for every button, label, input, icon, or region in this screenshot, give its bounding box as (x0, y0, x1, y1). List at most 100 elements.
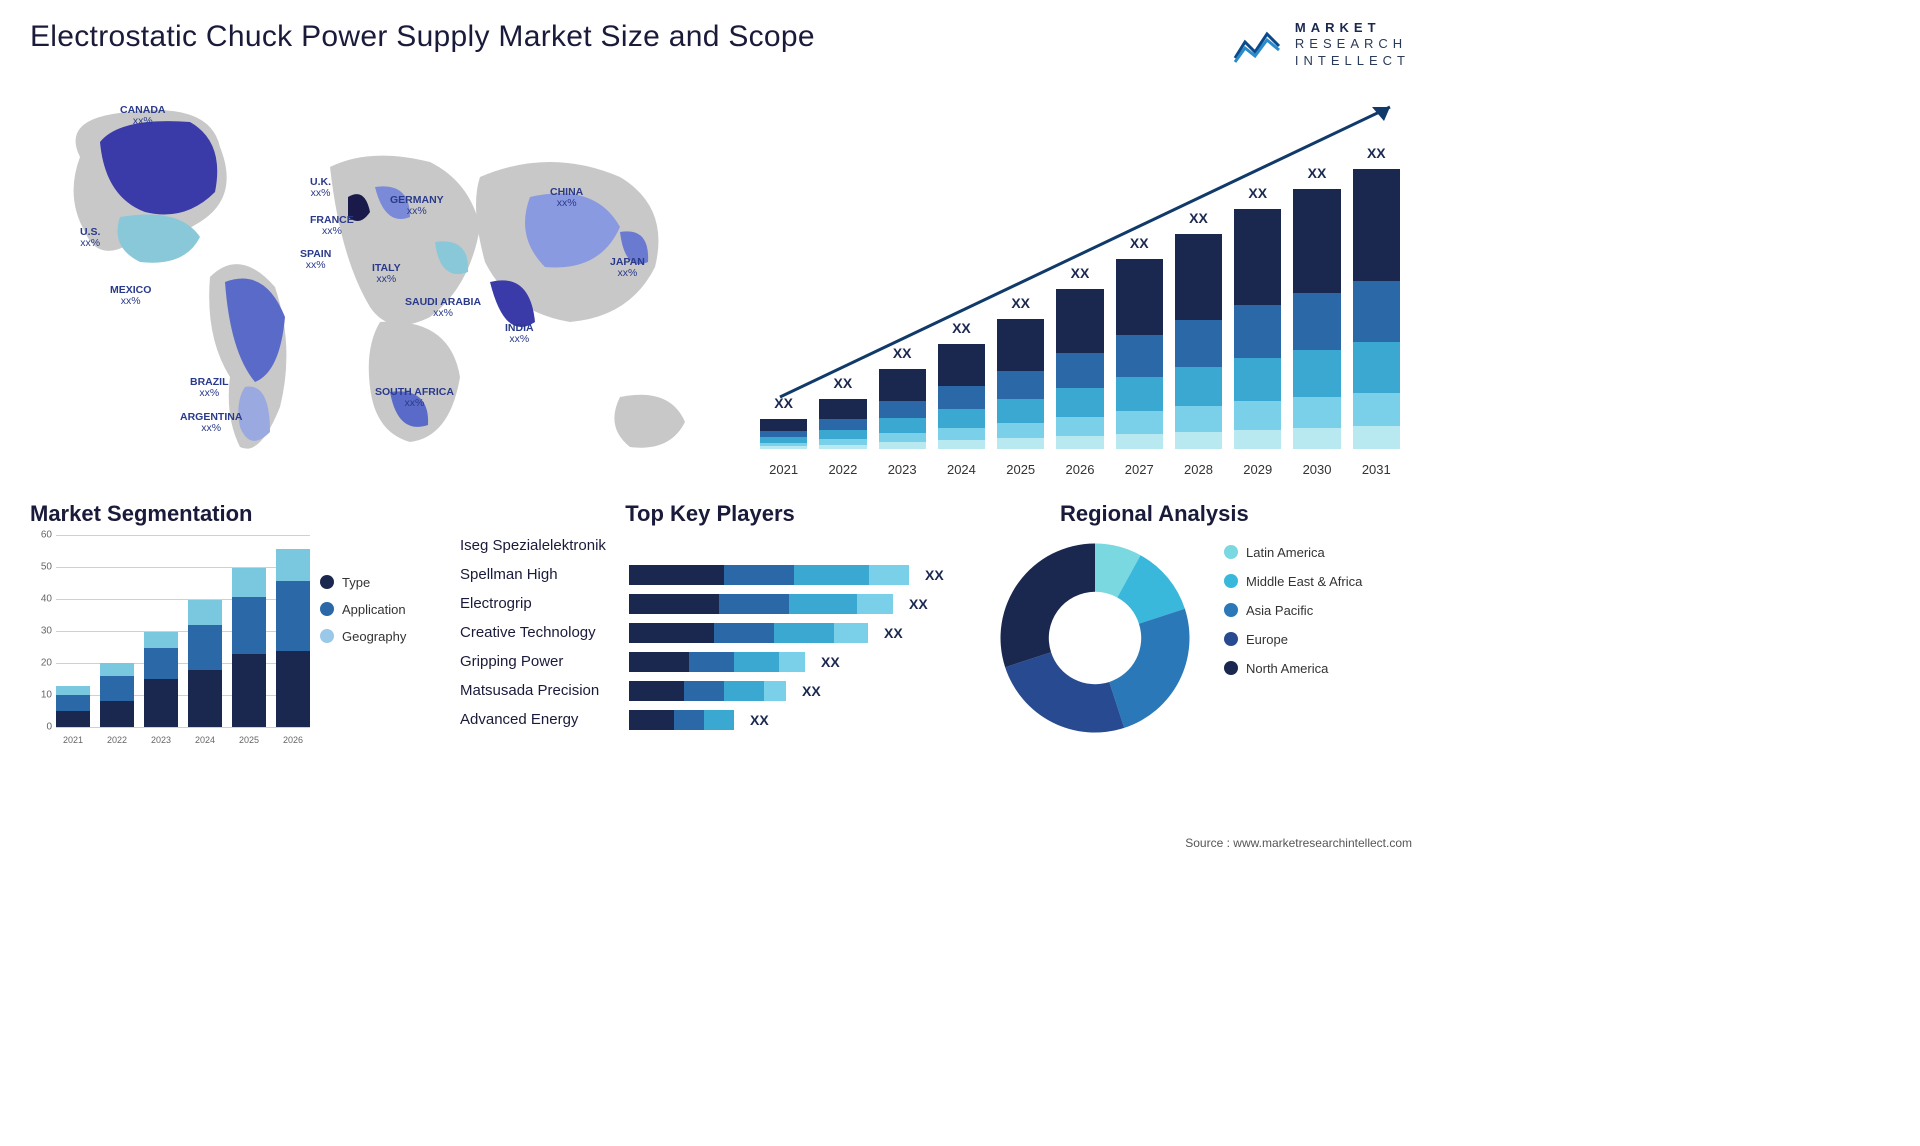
player-value: XX (884, 625, 903, 641)
year-label: 2022 (819, 462, 866, 477)
player-value: XX (802, 683, 821, 699)
segmentation-title: Market Segmentation (30, 501, 430, 527)
regional-panel: Regional Analysis Latin AmericaMiddle Ea… (990, 501, 1410, 761)
player-bar (629, 594, 893, 614)
y-tick: 50 (41, 561, 52, 572)
growth-bar: XX (819, 399, 866, 449)
year-label: 2027 (1116, 462, 1163, 477)
logo-line2: RESEARCH (1295, 36, 1410, 52)
year-label: 2029 (1234, 462, 1281, 477)
page-title: Electrostatic Chuck Power Supply Market … (30, 20, 815, 54)
legend-item: Type (320, 575, 430, 590)
map-label: ITALYxx% (372, 263, 401, 286)
player-bar (629, 710, 734, 730)
map-label: BRAZILxx% (190, 377, 229, 400)
bar-value: XX (760, 395, 807, 411)
map-label: U.K.xx% (310, 177, 331, 200)
players-title: Top Key Players (460, 501, 960, 527)
players-panel: Top Key Players Iseg Spezialelektronik Sp… (460, 501, 960, 761)
year-label: 2030 (1293, 462, 1340, 477)
growth-bar-chart: XXXXXXXXXXXXXXXXXXXXXX 20212022202320242… (750, 87, 1410, 477)
bar-value: XX (1293, 165, 1340, 181)
map-label: JAPANxx% (610, 257, 645, 280)
bar-value: XX (819, 375, 866, 391)
region-legend-item: Asia Pacific (1224, 603, 1362, 618)
player-row: ElectrogripXX (460, 593, 960, 615)
region-legend-item: Europe (1224, 632, 1362, 647)
player-name: Advanced Energy (460, 711, 625, 728)
player-value: XX (750, 712, 769, 728)
player-value: XX (925, 567, 944, 583)
player-row: Matsusada PrecisionXX (460, 680, 960, 702)
logo-icon (1233, 24, 1287, 64)
growth-bar: XX (879, 369, 926, 449)
player-name: Gripping Power (460, 653, 625, 670)
growth-bar: XX (1056, 289, 1103, 449)
map-label: SAUDI ARABIAxx% (405, 297, 481, 320)
player-value: XX (821, 654, 840, 670)
seg-year: 2022 (100, 735, 134, 745)
map-label: SPAINxx% (300, 249, 331, 272)
bar-value: XX (1116, 235, 1163, 251)
map-label: SOUTH AFRICAxx% (375, 387, 454, 410)
player-row: Advanced Energy XX (460, 709, 960, 731)
player-name: Creative Technology (460, 624, 625, 641)
map-label: ARGENTINAxx% (180, 412, 242, 435)
player-bar (629, 565, 909, 585)
player-name: Spellman High (460, 566, 625, 583)
region-legend-item: North America (1224, 661, 1362, 676)
y-tick: 40 (41, 593, 52, 604)
player-row: Iseg Spezialelektronik (460, 535, 960, 557)
seg-year: 2024 (188, 735, 222, 745)
map-label: FRANCExx% (310, 215, 354, 238)
map-label: MEXICOxx% (110, 285, 151, 308)
seg-bar (188, 600, 222, 727)
seg-bar (144, 632, 178, 727)
year-label: 2024 (938, 462, 985, 477)
world-map: CANADAxx% U.S.xx% MEXICOxx% BRAZILxx% ARGENT… (30, 87, 710, 477)
growth-bar: XX (760, 419, 807, 449)
year-label: 2025 (997, 462, 1044, 477)
growth-bar: XX (997, 319, 1044, 449)
region-legend-item: Middle East & Africa (1224, 574, 1362, 589)
brand-logo: MARKET RESEARCH INTELLECT (1233, 20, 1410, 69)
seg-bar (56, 686, 90, 727)
player-row: Creative Technology XX (460, 622, 960, 644)
region-legend-item: Latin America (1224, 545, 1362, 560)
year-label: 2023 (879, 462, 926, 477)
growth-bar: XX (1175, 234, 1222, 449)
player-row: Spellman High XX (460, 564, 960, 586)
bar-value: XX (1175, 210, 1222, 226)
growth-bar: XX (1293, 189, 1340, 449)
seg-year: 2021 (56, 735, 90, 745)
donut-slice (1109, 609, 1189, 728)
source-text: Source : www.marketresearchintellect.com (1185, 836, 1412, 850)
y-tick: 10 (41, 689, 52, 700)
logo-line1: MARKET (1295, 20, 1410, 36)
logo-line3: INTELLECT (1295, 53, 1410, 69)
y-tick: 30 (41, 625, 52, 636)
player-bar (629, 681, 786, 701)
player-bar (629, 623, 868, 643)
seg-year: 2026 (276, 735, 310, 745)
legend-item: Application (320, 602, 430, 617)
bar-value: XX (1056, 265, 1103, 281)
map-svg (30, 87, 710, 477)
seg-year: 2025 (232, 735, 266, 745)
donut-slice (1005, 652, 1124, 732)
y-tick: 0 (46, 721, 52, 732)
y-tick: 60 (41, 529, 52, 540)
growth-bar: XX (1234, 209, 1281, 449)
map-label: U.S.xx% (80, 227, 100, 250)
player-bar (629, 652, 805, 672)
year-label: 2031 (1353, 462, 1400, 477)
map-label: CHINAxx% (550, 187, 583, 210)
growth-bar: XX (1116, 259, 1163, 449)
bar-value: XX (997, 295, 1044, 311)
year-label: 2028 (1175, 462, 1222, 477)
growth-bar: XX (938, 344, 985, 449)
seg-bar (232, 568, 266, 726)
year-label: 2026 (1056, 462, 1103, 477)
map-label: CANADAxx% (120, 105, 166, 128)
player-value: XX (909, 596, 928, 612)
